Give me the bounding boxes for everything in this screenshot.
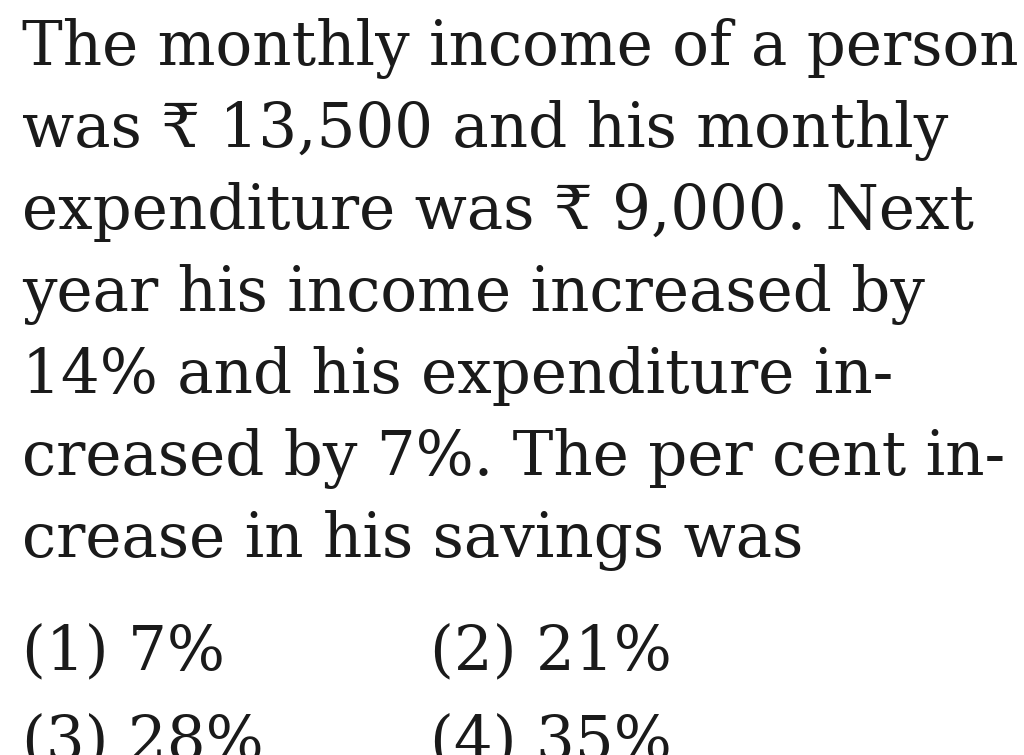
Text: (2) 21%: (2) 21% [430,622,672,682]
Text: expenditure was ₹ 9,000. Next: expenditure was ₹ 9,000. Next [22,182,974,242]
Text: (3) 28%: (3) 28% [22,712,264,755]
Text: creased by 7%. The per cent in-: creased by 7%. The per cent in- [22,428,1006,489]
Text: (1) 7%: (1) 7% [22,622,225,682]
Text: crease in his savings was: crease in his savings was [22,510,804,571]
Text: 14% and his expenditure in-: 14% and his expenditure in- [22,346,893,406]
Text: (4) 35%: (4) 35% [430,712,672,755]
Text: The monthly income of a person: The monthly income of a person [22,18,1019,79]
Text: year his income increased by: year his income increased by [22,264,925,325]
Text: was ₹ 13,500 and his monthly: was ₹ 13,500 and his monthly [22,100,948,161]
